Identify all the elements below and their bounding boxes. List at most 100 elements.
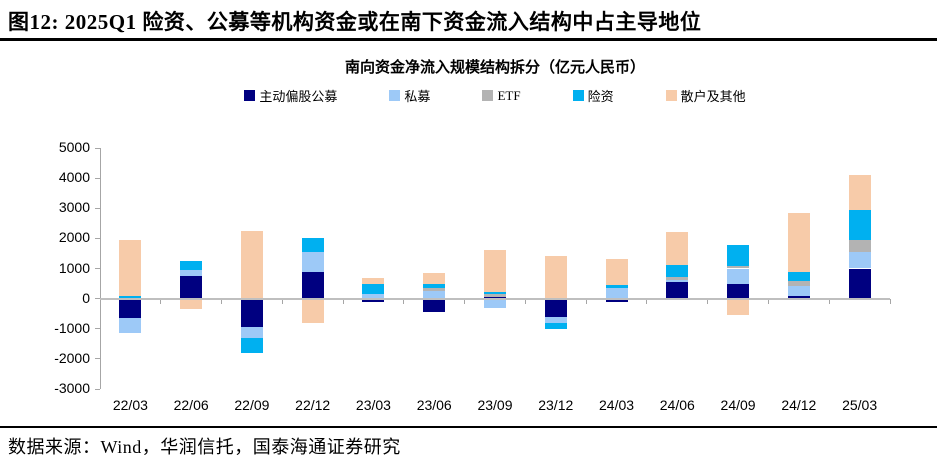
legend-marker <box>482 90 494 101</box>
y-axis-tick <box>95 388 100 390</box>
legend-label: 险资 <box>587 89 614 104</box>
zero-line <box>100 297 890 300</box>
bar-segment <box>240 327 263 338</box>
y-axis-label: -3000 <box>54 380 90 396</box>
bar-segment <box>180 298 203 310</box>
x-axis-tick <box>342 298 344 304</box>
bar-segment <box>362 294 385 299</box>
chart-title: 南向资金净流入规模结构拆分（亿元人民币） <box>344 60 645 76</box>
legend-item: 险资 <box>572 86 614 105</box>
bar-segment <box>240 337 263 353</box>
legend-item: ETF <box>482 87 521 104</box>
y-axis-tick <box>95 147 100 149</box>
x-axis-tick <box>160 298 162 304</box>
bar-segment <box>727 265 750 269</box>
bar-segment <box>119 298 142 319</box>
bar-segment <box>240 230 263 299</box>
plot-area: 5000 4000 3000 2000 1000 0 -1000 -2000 -3000 22/0… <box>54 140 891 413</box>
figure-title: 图12: 2025Q1 险资、公募等机构资金或在南下资金流入结构中占主导地位 <box>8 10 702 34</box>
x-axis-label: 23/09 <box>477 397 513 413</box>
x-axis-tick <box>281 298 283 304</box>
bar-segment <box>301 238 324 252</box>
bar-segment <box>423 288 446 292</box>
x-axis-tick <box>767 298 769 304</box>
bar-segment <box>362 283 385 295</box>
y-axis-label: 3000 <box>58 199 90 216</box>
bar-segment <box>423 273 446 284</box>
bar-segment <box>544 316 567 323</box>
bar-segment <box>727 244 750 266</box>
legend-label: 私募 <box>404 89 431 104</box>
y-axis-label: 0 <box>82 289 90 306</box>
y-axis-label: 5000 <box>58 139 90 155</box>
y-axis-line <box>100 148 101 389</box>
bar-segment <box>848 268 871 299</box>
legend-marker <box>572 90 584 101</box>
x-axis-label: 24/12 <box>781 397 817 413</box>
x-axis-label: 24/09 <box>720 397 756 413</box>
legend-marker <box>244 90 256 101</box>
y-axis-tick <box>95 358 100 360</box>
x-axis-label: 23/03 <box>355 397 391 413</box>
y-axis-label: 1000 <box>58 259 90 276</box>
legend-item: 散户及其他 <box>665 86 746 105</box>
bar-segment <box>180 260 203 270</box>
legend-marker <box>389 90 401 101</box>
y-axis-tick <box>95 268 100 269</box>
bar-segment <box>605 285 628 289</box>
bar-segment <box>301 271 324 299</box>
bar-segment <box>787 280 810 286</box>
bar-segment <box>544 298 567 317</box>
y-axis-tick <box>95 207 100 209</box>
bar-segment <box>787 296 810 299</box>
footer-divider <box>0 426 937 428</box>
legend-item: 私募 <box>389 86 430 105</box>
x-axis-tick <box>646 298 648 304</box>
source-text: 数据来源：Wind，华润信托，国泰海通证券研究 <box>8 437 401 457</box>
y-axis-tick <box>95 177 100 179</box>
legend-marker <box>665 90 677 101</box>
bar-segment <box>362 298 385 302</box>
x-axis-tick <box>585 298 587 304</box>
bar-segment <box>666 232 689 266</box>
bar-segment <box>787 285 810 297</box>
bar-segment <box>666 276 689 280</box>
legend-label: 主动偏股公募 <box>259 89 338 104</box>
x-axis-label: 25/03 <box>842 397 878 413</box>
x-axis-tick <box>707 298 709 304</box>
bar-segment <box>727 268 750 284</box>
bar-segment <box>484 296 506 299</box>
bar-segment <box>605 259 628 286</box>
legend-item: 主动偏股公募 <box>244 86 337 105</box>
y-axis-label: 4000 <box>58 169 90 186</box>
x-axis-tick <box>99 298 101 304</box>
x-axis-tick <box>221 298 223 304</box>
bar-segment <box>787 212 810 272</box>
bar-segment <box>119 318 142 334</box>
x-axis-label: 23/12 <box>538 397 574 413</box>
bar-segment <box>727 298 750 316</box>
bar-segment <box>423 291 446 299</box>
y-axis-tick <box>95 328 100 330</box>
bar-segment <box>848 251 871 269</box>
x-axis-tick <box>524 298 526 304</box>
y-axis-tick <box>95 237 100 239</box>
x-axis-label: 24/06 <box>659 397 695 413</box>
y-axis-label: 2000 <box>58 229 90 246</box>
x-axis-label: 23/06 <box>416 397 452 413</box>
bar-segment <box>484 298 506 308</box>
x-axis-tick <box>828 298 830 304</box>
bar-segment <box>119 239 142 296</box>
y-axis-label: -2000 <box>54 349 90 366</box>
legend-label: ETF <box>497 87 521 103</box>
bar-segment <box>301 298 324 323</box>
bar-segment <box>848 239 871 252</box>
bar-segment <box>301 251 324 272</box>
x-axis-tick <box>889 298 891 304</box>
bar-segment <box>544 256 567 299</box>
bar-segment <box>666 265 689 277</box>
bar-segment <box>848 209 871 240</box>
bar-segment <box>727 283 750 299</box>
bar-segment <box>423 298 446 313</box>
